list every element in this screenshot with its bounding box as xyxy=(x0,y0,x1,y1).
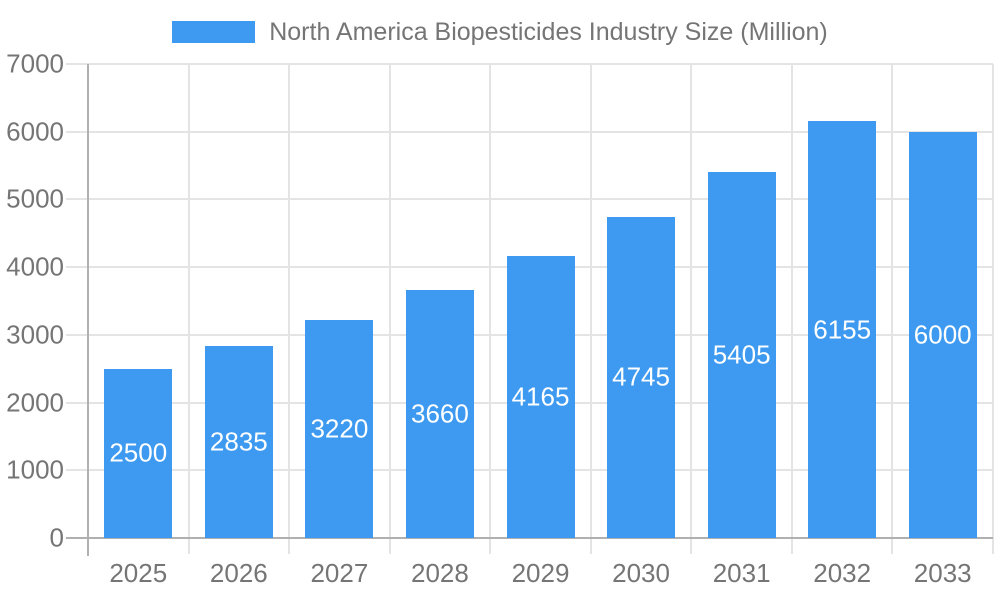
x-tick-label: 2031 xyxy=(712,558,771,588)
h-gridline xyxy=(88,130,993,133)
h-gridline xyxy=(88,198,993,201)
bar-value-label: 3220 xyxy=(310,413,369,444)
x-tick-label: 2032 xyxy=(813,558,872,588)
v-gridline xyxy=(992,64,994,554)
y-tick-label: 4000 xyxy=(6,251,64,282)
y-tick xyxy=(66,63,88,65)
bars-layer: 2500 2835 3220 3660 4165 4745 5405 6155 6000 xyxy=(88,64,993,538)
bar-value-label: 2500 xyxy=(109,437,168,468)
y-tick xyxy=(66,266,88,269)
x-tick-label: 2025 xyxy=(109,558,168,588)
y-axis-ticks xyxy=(66,63,88,538)
x-axis-labels: 2025 2026 2027 2028 2029 2030 2031 2032 2033 xyxy=(88,558,993,594)
bar: 2835 xyxy=(204,346,273,538)
x-tick-label: 2026 xyxy=(209,558,268,588)
y-tick xyxy=(66,130,88,133)
y-tick xyxy=(66,333,88,336)
y-tick-label: 7000 xyxy=(6,48,64,79)
bar: 6155 xyxy=(808,121,877,538)
bar: 2500 xyxy=(104,368,173,538)
v-gridline xyxy=(489,64,492,554)
bar-value-label: 4165 xyxy=(511,381,570,412)
y-tick-label: 0 xyxy=(49,522,64,553)
y-tick-label: 2000 xyxy=(6,387,64,418)
chart-legend: North America Biopesticides Industry Siz… xyxy=(0,17,1000,47)
x-tick-label: 2033 xyxy=(913,558,972,588)
y-tick-label: 1000 xyxy=(6,454,64,485)
x-tick-label: 2030 xyxy=(612,558,670,588)
bar-value-label: 5405 xyxy=(712,339,771,370)
x-tick-label: 2029 xyxy=(511,558,570,588)
bar: 3660 xyxy=(405,290,474,538)
y-tick-label: 3000 xyxy=(6,319,64,350)
x-tick-label: 2028 xyxy=(411,558,469,588)
bar-value-label: 6155 xyxy=(813,314,872,345)
bar: 3220 xyxy=(305,319,374,538)
y-axis-labels: 0 1000 2000 3000 4000 5000 6000 7000 xyxy=(0,49,64,553)
v-gridline xyxy=(288,64,291,554)
y-axis-line xyxy=(87,64,89,556)
bar: 5405 xyxy=(707,172,776,538)
bar: 4165 xyxy=(506,255,575,538)
v-gridline xyxy=(187,64,190,554)
x-axis-line xyxy=(66,537,993,539)
bar-value-label: 3660 xyxy=(411,398,469,429)
y-tick-label: 6000 xyxy=(6,116,64,147)
v-gridline xyxy=(388,64,391,554)
legend-label: North America Biopesticides Industry Siz… xyxy=(269,17,828,46)
h-gridline xyxy=(88,63,993,65)
bar: 4745 xyxy=(607,216,676,538)
v-gridline xyxy=(790,64,793,554)
bar: 6000 xyxy=(908,131,977,538)
y-tick xyxy=(66,198,88,201)
bar-value-label: 4745 xyxy=(612,361,670,392)
v-gridline xyxy=(690,64,693,554)
bar-value-label: 6000 xyxy=(913,319,972,350)
y-tick-label: 5000 xyxy=(6,183,64,214)
y-tick xyxy=(66,469,88,472)
bar-value-label: 2835 xyxy=(209,426,268,457)
legend-swatch xyxy=(172,21,256,43)
y-tick xyxy=(66,401,88,404)
plot-area: 2500 2835 3220 3660 4165 4745 5405 6155 6000 xyxy=(88,63,994,554)
v-gridline xyxy=(891,64,894,554)
x-tick-label: 2027 xyxy=(310,558,369,588)
v-gridline xyxy=(589,64,592,554)
